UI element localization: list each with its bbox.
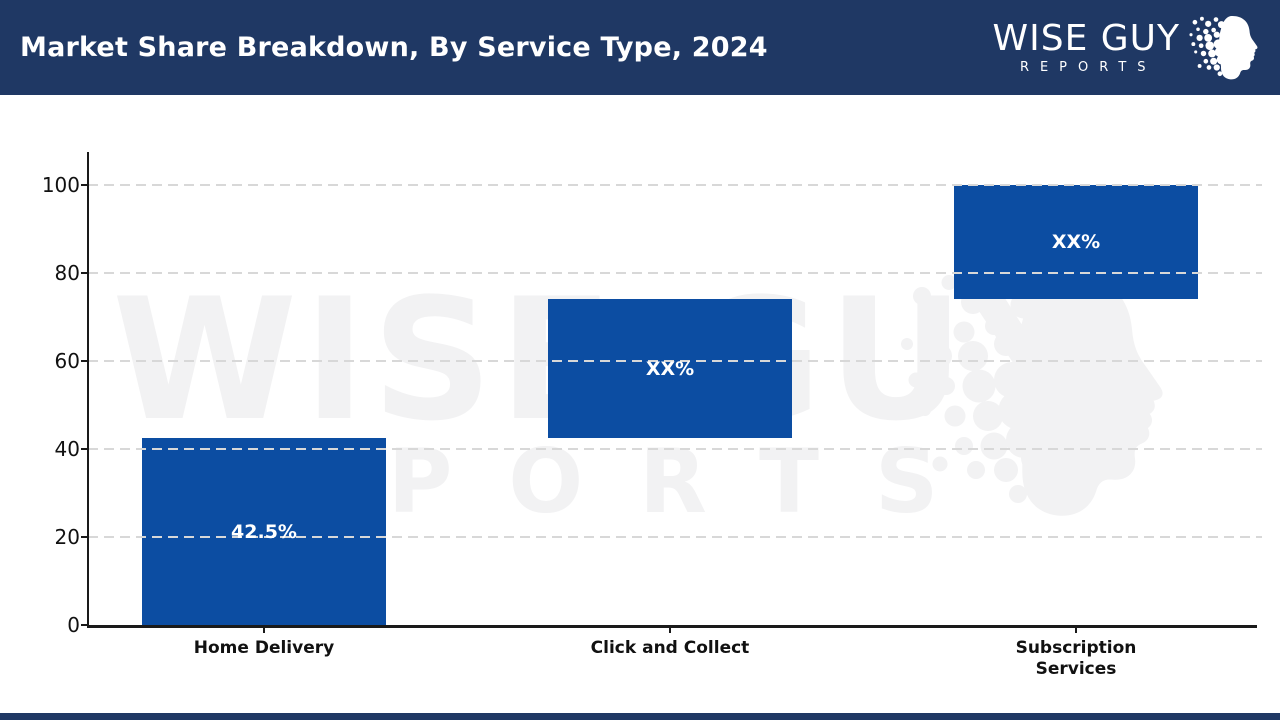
gridline bbox=[88, 360, 1262, 362]
x-category-label: Subscription Services bbox=[1015, 638, 1137, 680]
y-tick-label: 40 bbox=[54, 437, 80, 461]
y-tick-mark bbox=[81, 536, 88, 538]
page-title: Market Share Breakdown, By Service Type,… bbox=[20, 32, 768, 63]
gridline bbox=[88, 184, 1262, 186]
x-category-label: Click and Collect bbox=[590, 638, 750, 658]
y-tick-label: 100 bbox=[41, 173, 80, 197]
y-tick-mark bbox=[81, 624, 88, 626]
brand-logo: WISE GUY REPORTS bbox=[993, 12, 1263, 84]
gridline bbox=[88, 272, 1262, 274]
y-tick-mark bbox=[81, 448, 88, 450]
gridline bbox=[88, 448, 1262, 450]
bar bbox=[548, 299, 792, 438]
dotted-face-logo-icon bbox=[1189, 15, 1258, 79]
brand-name: WISE GUY bbox=[992, 17, 1180, 59]
brand-logo-text: WISE GUY REPORTS bbox=[992, 17, 1181, 75]
x-tick-mark bbox=[1075, 625, 1077, 633]
y-axis-line bbox=[87, 152, 89, 628]
brand-subname: REPORTS bbox=[1019, 59, 1157, 75]
bar bbox=[142, 438, 386, 625]
header-bar: Market Share Breakdown, By Service Type,… bbox=[0, 0, 1280, 95]
gridline bbox=[88, 536, 1262, 538]
y-tick-mark bbox=[81, 360, 88, 362]
y-tick-label: 0 bbox=[67, 613, 80, 637]
bar-value-label: XX% bbox=[645, 357, 695, 380]
x-tick-mark bbox=[669, 625, 671, 633]
x-axis-line bbox=[87, 625, 1257, 628]
y-tick-label: 20 bbox=[54, 525, 80, 549]
y-tick-label: 60 bbox=[54, 349, 80, 373]
y-tick-mark bbox=[81, 272, 88, 274]
y-tick-label: 80 bbox=[54, 261, 80, 285]
footer-bar bbox=[0, 713, 1280, 720]
bar-value-label: XX% bbox=[1051, 231, 1101, 254]
x-tick-mark bbox=[263, 625, 265, 633]
bar-value-label: 42.5% bbox=[231, 520, 297, 543]
x-category-label: Home Delivery bbox=[193, 638, 335, 658]
y-tick-mark bbox=[81, 184, 88, 186]
